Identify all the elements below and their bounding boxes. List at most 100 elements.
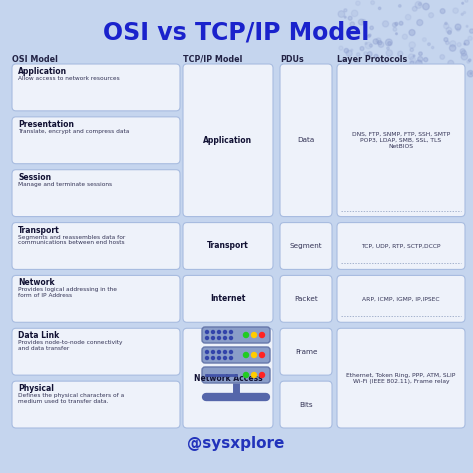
Circle shape: [369, 44, 373, 47]
FancyBboxPatch shape: [202, 347, 270, 363]
FancyBboxPatch shape: [337, 64, 465, 217]
FancyBboxPatch shape: [202, 327, 270, 343]
Circle shape: [211, 357, 214, 359]
Circle shape: [377, 41, 382, 45]
Text: ARP, ICMP, IGMP, IP,IPSEC: ARP, ICMP, IGMP, IP,IPSEC: [362, 297, 440, 301]
Circle shape: [348, 70, 350, 71]
Circle shape: [383, 63, 389, 69]
Circle shape: [440, 9, 445, 14]
Circle shape: [357, 53, 360, 56]
Text: Data: Data: [298, 137, 315, 143]
Circle shape: [368, 34, 371, 36]
Circle shape: [459, 70, 463, 74]
Circle shape: [354, 61, 359, 66]
Circle shape: [444, 23, 449, 29]
Circle shape: [447, 31, 451, 35]
Circle shape: [410, 57, 415, 62]
Text: Layer Protocols: Layer Protocols: [337, 55, 407, 64]
Text: TCP/IP Model: TCP/IP Model: [183, 55, 242, 64]
Circle shape: [371, 1, 375, 5]
Circle shape: [409, 29, 415, 35]
Circle shape: [399, 5, 401, 7]
FancyBboxPatch shape: [202, 367, 270, 383]
Circle shape: [424, 58, 428, 61]
Circle shape: [224, 350, 227, 353]
Circle shape: [419, 52, 422, 55]
Text: Segments and reassembles data for
communications between end hosts: Segments and reassembles data for commun…: [18, 235, 125, 245]
Circle shape: [378, 60, 383, 65]
Circle shape: [417, 19, 423, 26]
Circle shape: [348, 16, 352, 20]
Text: Transport: Transport: [18, 226, 60, 235]
FancyBboxPatch shape: [280, 328, 332, 375]
Circle shape: [461, 13, 463, 15]
Circle shape: [351, 10, 358, 17]
FancyBboxPatch shape: [280, 223, 332, 270]
Text: Application: Application: [18, 67, 67, 76]
Text: Translate, encrypt and compress data: Translate, encrypt and compress data: [18, 129, 130, 134]
Circle shape: [344, 16, 346, 18]
Circle shape: [359, 19, 364, 25]
Circle shape: [423, 3, 429, 10]
Circle shape: [465, 0, 468, 2]
Text: Session: Session: [18, 173, 51, 182]
Circle shape: [457, 43, 461, 47]
Circle shape: [437, 75, 443, 81]
Circle shape: [406, 72, 409, 75]
Circle shape: [446, 41, 449, 44]
Circle shape: [351, 28, 355, 31]
Text: DNS, FTP, SNMP, FTP, SSH, SMTP
POP3, LDAP, SMB, SSL, TLS
NetBIOS: DNS, FTP, SNMP, FTP, SSH, SMTP POP3, LDA…: [352, 132, 450, 149]
Circle shape: [350, 22, 354, 26]
Circle shape: [403, 34, 407, 39]
Circle shape: [470, 29, 473, 33]
FancyBboxPatch shape: [183, 223, 273, 270]
Circle shape: [445, 22, 447, 25]
Text: PDUs: PDUs: [280, 55, 304, 64]
Circle shape: [344, 76, 350, 82]
Circle shape: [456, 28, 460, 31]
Text: Defines the physical characters of a
medium used to transfer data.: Defines the physical characters of a med…: [18, 393, 124, 404]
Text: Application: Application: [203, 136, 253, 145]
Circle shape: [244, 352, 248, 358]
Circle shape: [252, 333, 256, 338]
Circle shape: [429, 13, 434, 18]
Circle shape: [376, 38, 381, 43]
Circle shape: [365, 43, 367, 44]
Circle shape: [383, 21, 389, 27]
Circle shape: [356, 1, 360, 5]
Circle shape: [244, 373, 248, 377]
Text: Segment: Segment: [289, 243, 322, 249]
Circle shape: [447, 79, 448, 80]
FancyBboxPatch shape: [183, 275, 273, 322]
Circle shape: [229, 331, 233, 333]
Circle shape: [448, 60, 454, 66]
Circle shape: [375, 80, 378, 85]
Text: Bits: Bits: [299, 402, 313, 408]
FancyBboxPatch shape: [183, 64, 273, 217]
Circle shape: [388, 42, 391, 45]
Text: Ethernet, Token Ring, PPP, ATM, SLIP
Wi-Fi (IEEE 802.11), Frame relay: Ethernet, Token Ring, PPP, ATM, SLIP Wi-…: [346, 373, 455, 384]
Circle shape: [450, 41, 456, 47]
FancyBboxPatch shape: [12, 381, 180, 428]
Circle shape: [440, 54, 445, 59]
Circle shape: [412, 6, 417, 11]
Circle shape: [399, 21, 403, 25]
Circle shape: [395, 22, 398, 26]
Circle shape: [205, 336, 209, 340]
Circle shape: [448, 70, 452, 75]
Circle shape: [344, 9, 347, 12]
Circle shape: [368, 52, 372, 56]
Circle shape: [415, 60, 422, 67]
Circle shape: [260, 373, 264, 377]
FancyBboxPatch shape: [280, 275, 332, 322]
Circle shape: [340, 26, 342, 28]
Circle shape: [218, 350, 220, 353]
FancyBboxPatch shape: [337, 275, 465, 322]
Text: OSI vs TCP/IP Model: OSI vs TCP/IP Model: [103, 21, 369, 45]
Circle shape: [460, 49, 465, 54]
Circle shape: [393, 27, 397, 31]
Circle shape: [428, 43, 430, 45]
Circle shape: [409, 42, 415, 48]
Circle shape: [218, 336, 220, 340]
Circle shape: [211, 336, 214, 340]
